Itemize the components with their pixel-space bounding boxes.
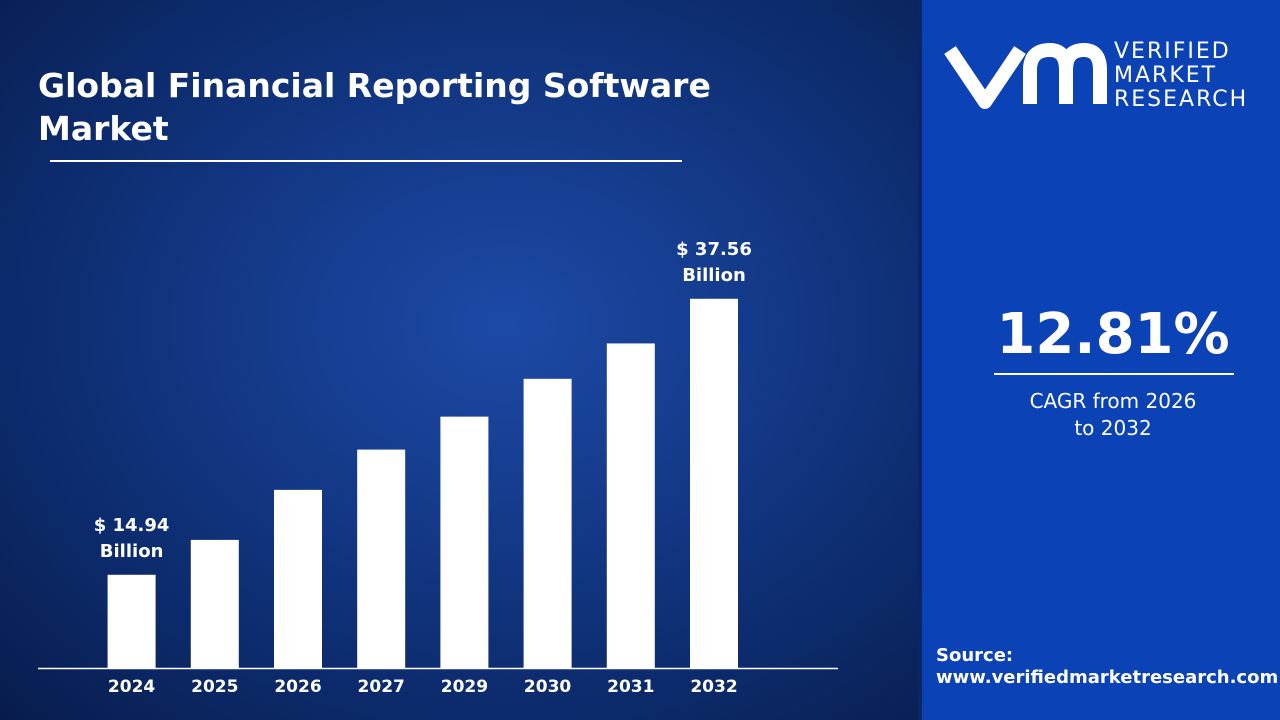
source: Source: www.verifiedmarketresearch.com (936, 645, 1278, 689)
bar (357, 449, 406, 668)
x-tick-label: 2032 (690, 677, 737, 697)
chart-title: Global Financial Reporting Software Mark… (38, 66, 711, 148)
x-tick-label: 2025 (191, 677, 238, 697)
x-tick-label: 2029 (441, 677, 488, 697)
bar (690, 298, 738, 668)
cagr-value: 12.81% (996, 302, 1230, 367)
bar (606, 343, 655, 668)
source-url: www.verifiedmarketresearch.com (936, 667, 1279, 688)
value-label: $ 14.94 Billion (93, 514, 170, 562)
brand-line: VERIFIED (1114, 39, 1231, 64)
x-tick-label: 2031 (607, 677, 654, 697)
brand-line: MARKET (1114, 63, 1218, 88)
x-tick-label: 2026 (274, 677, 321, 697)
bar (190, 539, 239, 668)
brand: VERIFIED MARKET RESEARCH (1114, 40, 1248, 112)
source-label: Source: (936, 645, 1014, 666)
logo-v (944, 46, 1026, 109)
bar (440, 416, 489, 668)
brand-line: RESEARCH (1114, 87, 1249, 112)
cagr-label: CAGR from 2026 to 2032 (1029, 389, 1197, 440)
logo-m (1023, 43, 1107, 104)
x-tick-label: 2024 (108, 677, 155, 697)
bar (107, 574, 156, 668)
bar (523, 378, 572, 668)
logo (944, 43, 1107, 109)
bar (274, 489, 322, 668)
side-panel (922, 0, 1280, 720)
value-label: $ 37.56 Billion (676, 238, 752, 286)
x-tick-label: 2027 (358, 677, 405, 697)
x-tick-label: 2030 (524, 677, 571, 697)
